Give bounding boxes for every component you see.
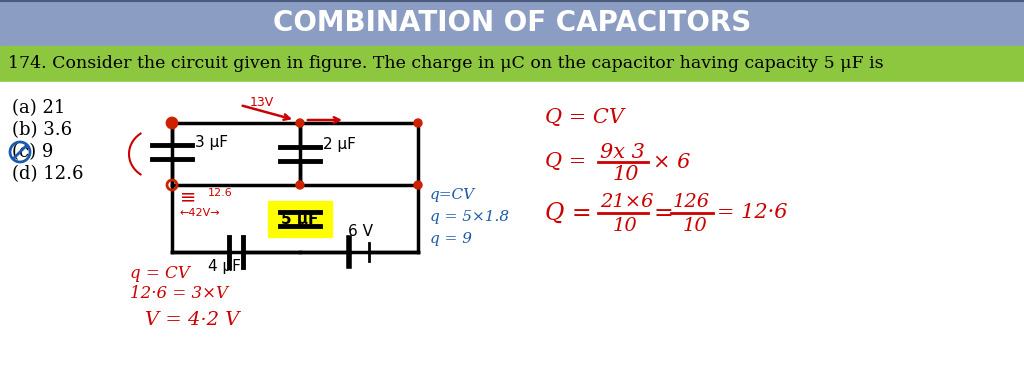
- Text: 9x 3: 9x 3: [600, 142, 645, 161]
- Text: (d) 12.6: (d) 12.6: [12, 165, 84, 183]
- Text: 3 μF: 3 μF: [195, 135, 228, 151]
- Text: 21×6: 21×6: [600, 193, 653, 211]
- Text: Q =: Q =: [545, 202, 592, 225]
- Text: 10: 10: [683, 217, 708, 235]
- Text: (b) 3.6: (b) 3.6: [12, 121, 72, 139]
- Text: 10: 10: [613, 165, 640, 184]
- Text: Q =: Q =: [545, 152, 587, 172]
- Circle shape: [414, 119, 422, 127]
- Text: 6 V: 6 V: [348, 225, 374, 239]
- Text: ←42V→: ←42V→: [180, 208, 220, 218]
- Text: q=CV: q=CV: [430, 188, 475, 202]
- Text: 174. Consider the circuit given in figure. The charge in μC on the capacitor hav: 174. Consider the circuit given in figur…: [8, 55, 884, 73]
- Text: (c) 9: (c) 9: [12, 143, 53, 161]
- Text: ≡: ≡: [180, 188, 197, 206]
- Text: Q = CV: Q = CV: [545, 108, 624, 128]
- Text: COMBINATION OF CAPACITORS: COMBINATION OF CAPACITORS: [272, 9, 752, 37]
- Text: 4 μF: 4 μF: [208, 259, 241, 275]
- Circle shape: [414, 181, 422, 189]
- Circle shape: [296, 181, 304, 189]
- Text: q = 5×1.8: q = 5×1.8: [430, 210, 509, 224]
- Text: 2 μF: 2 μF: [323, 138, 355, 152]
- Bar: [268, 200, 332, 236]
- Circle shape: [296, 119, 304, 127]
- Text: × 6: × 6: [653, 152, 690, 172]
- Text: q = 9: q = 9: [430, 232, 472, 246]
- Bar: [0, 46, 1024, 82]
- Circle shape: [168, 119, 176, 127]
- Text: =: =: [653, 202, 673, 225]
- Text: = 12·6: = 12·6: [717, 204, 787, 223]
- Text: V = 4·2 V: V = 4·2 V: [145, 311, 240, 329]
- Text: 13V: 13V: [250, 96, 274, 110]
- Bar: [0, 0, 1024, 46]
- Text: 5 μF: 5 μF: [282, 212, 318, 227]
- Text: 12·6 = 3×V: 12·6 = 3×V: [130, 285, 228, 303]
- Text: q = CV: q = CV: [130, 266, 189, 282]
- Text: 10: 10: [613, 217, 638, 235]
- Text: 12.6: 12.6: [208, 188, 232, 198]
- Bar: [0, 82, 1024, 390]
- Text: 126: 126: [673, 193, 710, 211]
- Text: (a) 21: (a) 21: [12, 99, 66, 117]
